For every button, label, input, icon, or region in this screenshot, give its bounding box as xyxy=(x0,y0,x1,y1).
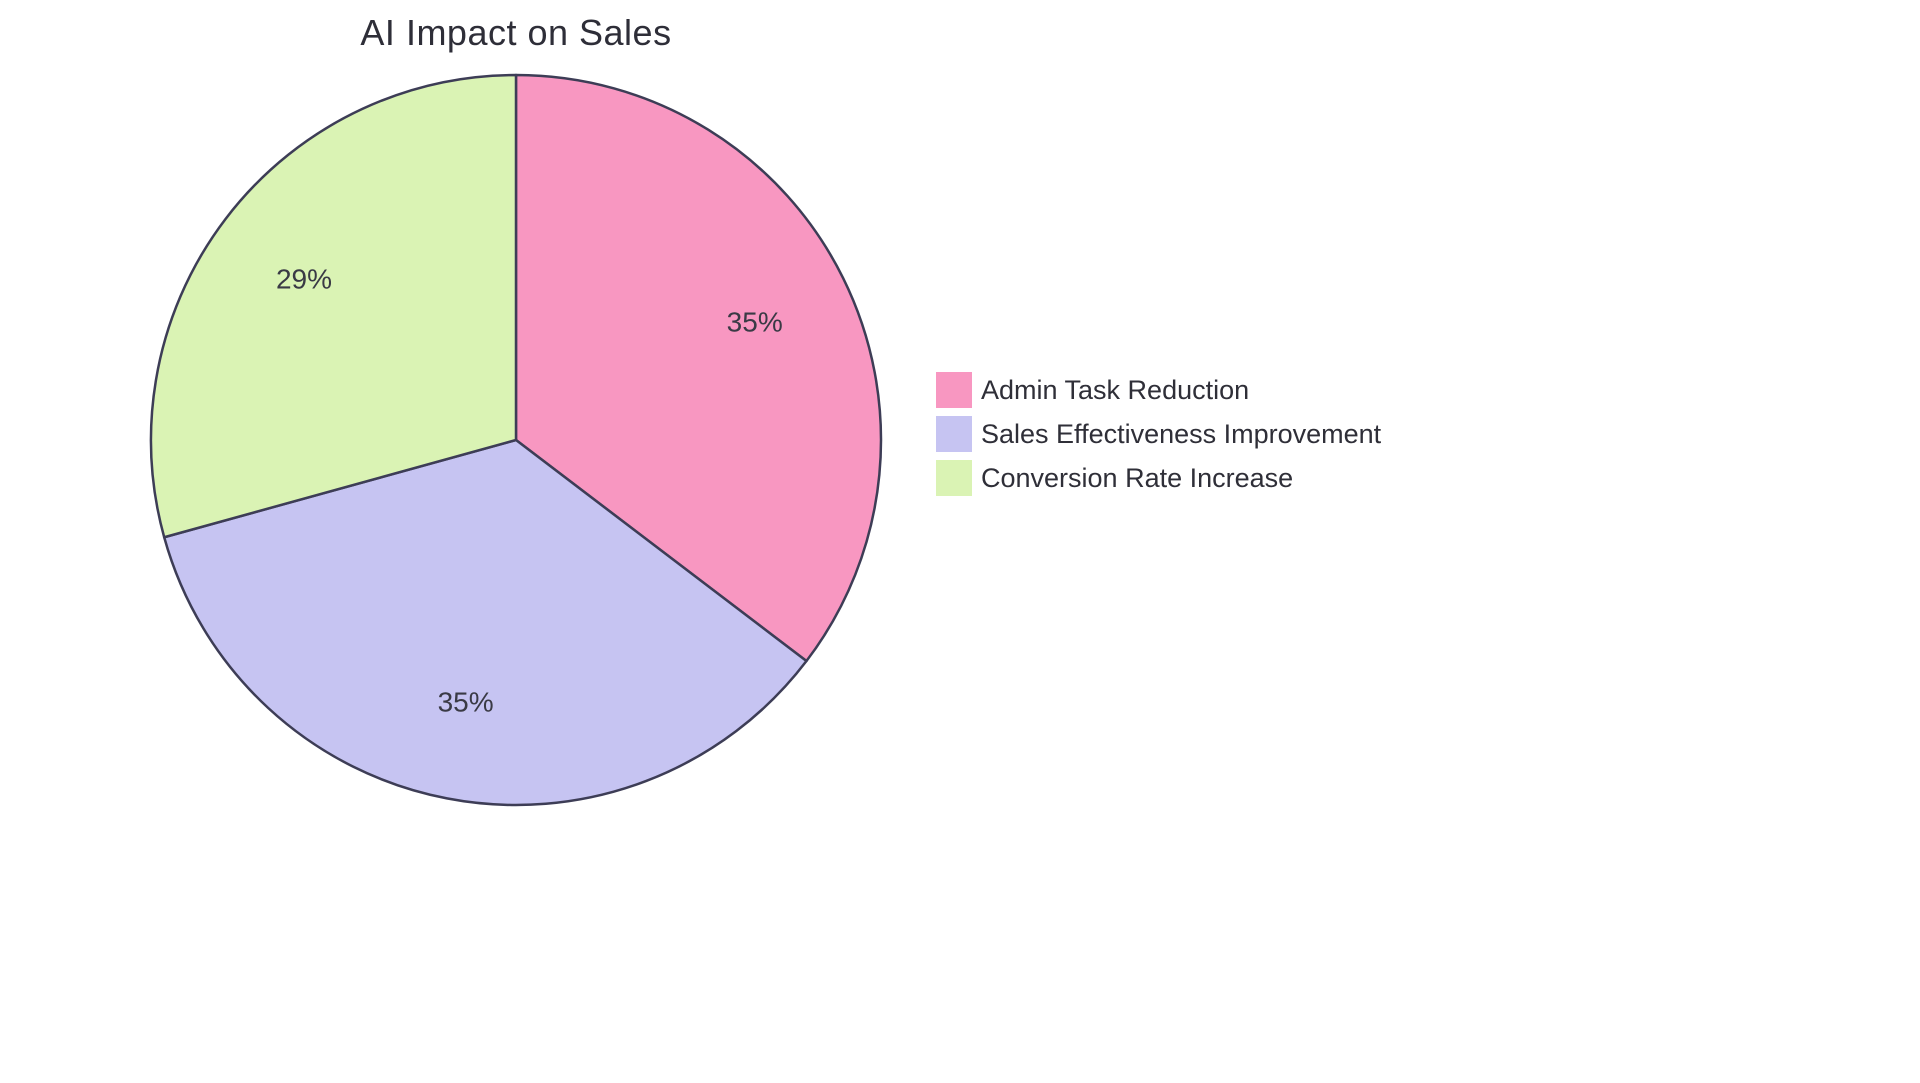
legend: Admin Task Reduction Sales Effectiveness … xyxy=(936,372,1381,496)
legend-label: Sales Effectiveness Improvement xyxy=(981,418,1382,449)
legend-item: Conversion Rate Increase xyxy=(936,460,1381,496)
pie-slice-2 xyxy=(149,73,518,539)
slice-percent-label: 29% xyxy=(276,263,332,294)
slice-percent-label: 35% xyxy=(438,686,494,717)
legend-swatch xyxy=(936,460,972,496)
legend-swatch xyxy=(936,416,972,452)
legend-item: Sales Effectiveness Improvement xyxy=(936,416,1381,452)
slice-percent-label: 35% xyxy=(727,307,783,338)
legend-item: Admin Task Reduction xyxy=(936,372,1381,408)
pie-slice-0 xyxy=(514,73,883,663)
chart-title: AI Impact on Sales xyxy=(360,12,672,53)
legend-label: Conversion Rate Increase xyxy=(981,462,1294,493)
legend-swatch xyxy=(936,372,972,408)
pie-slice-1 xyxy=(162,438,808,807)
legend-label: Admin Task Reduction xyxy=(981,374,1250,405)
